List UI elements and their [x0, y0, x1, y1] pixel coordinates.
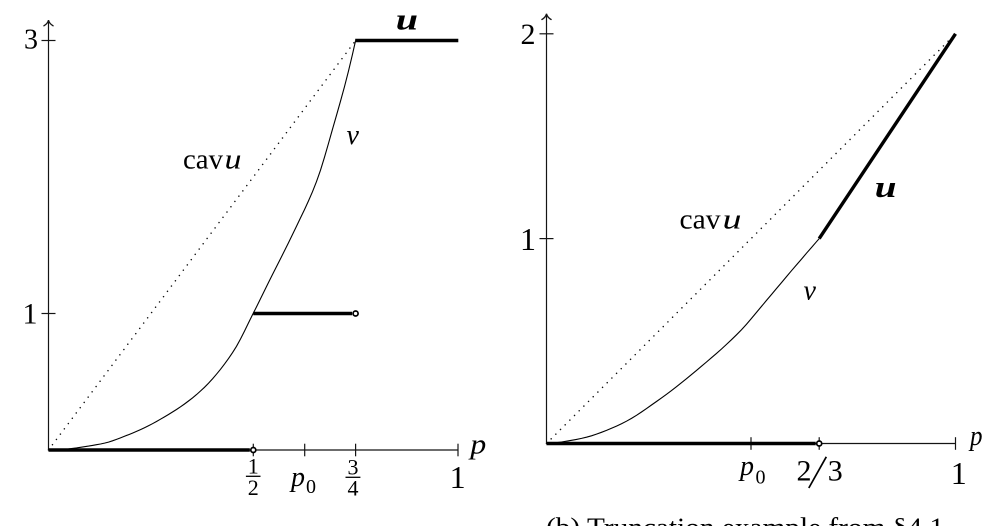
svg-text:1: 1: [450, 459, 466, 495]
svg-text:p: p: [968, 421, 982, 452]
svg-text:0: 0: [306, 476, 316, 498]
svg-text:v: v: [804, 276, 817, 307]
svg-text:p: p: [289, 462, 305, 493]
svg-text:1: 1: [23, 298, 38, 331]
svg-text:u: u: [723, 205, 742, 236]
svg-text:2: 2: [521, 18, 536, 51]
svg-text:p: p: [468, 430, 486, 461]
svg-text:p: p: [738, 451, 754, 482]
svg-text:2: 2: [248, 475, 259, 500]
svg-text:u: u: [396, 2, 418, 37]
svg-text:4: 4: [348, 476, 359, 501]
svg-text:2: 2: [797, 454, 812, 487]
svg-text:u: u: [225, 144, 242, 175]
svg-text:3: 3: [348, 455, 359, 480]
svg-text:3: 3: [24, 25, 38, 56]
svg-text:u: u: [875, 169, 897, 204]
svg-text:1: 1: [951, 455, 967, 491]
svg-text:v: v: [347, 120, 360, 151]
svg-text:1: 1: [520, 221, 536, 257]
svg-text:cav: cav: [680, 205, 721, 236]
svg-text:cav: cav: [183, 144, 223, 175]
svg-text:3: 3: [828, 454, 843, 487]
svg-text:(b) Truncation example from §4: (b) Truncation example from §4.1: [546, 513, 944, 526]
svg-text:1: 1: [248, 453, 259, 478]
svg-text:0: 0: [756, 467, 766, 489]
